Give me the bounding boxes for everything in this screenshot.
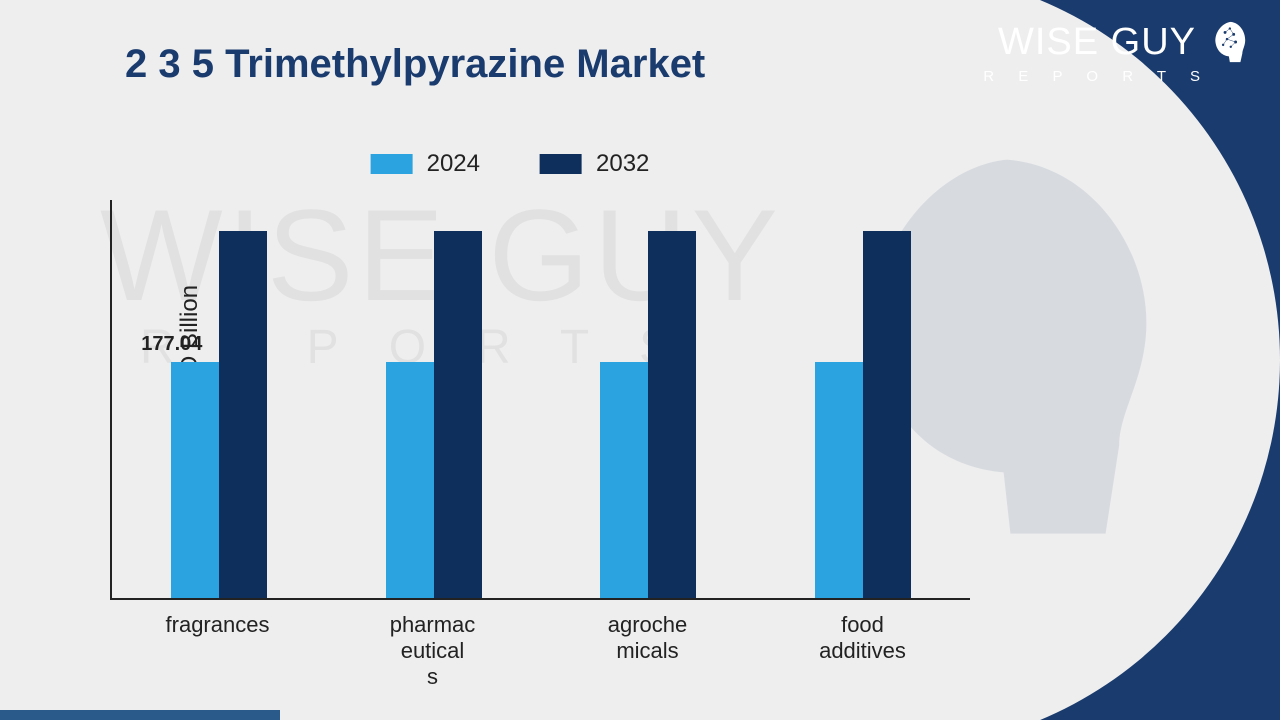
legend-item-2032: 2032: [540, 150, 649, 178]
x-axis-label: pharmac eutical s: [363, 604, 503, 700]
bar: [863, 231, 911, 598]
bar: [219, 231, 267, 598]
bar: [600, 362, 648, 598]
legend-swatch: [540, 154, 582, 174]
bar: [386, 362, 434, 598]
bottom-accent-bar: [0, 710, 280, 720]
plot-area: 177.04: [110, 200, 970, 600]
chart: Market Size in USD Billion 2024 2032 177…: [50, 150, 970, 700]
brand-text: WISE GUY: [998, 23, 1196, 61]
x-axis-label: food additives: [793, 604, 933, 700]
legend-label: 2024: [427, 150, 480, 178]
bar-groups: 177.04: [112, 200, 970, 598]
legend-swatch: [371, 154, 413, 174]
x-axis-label: fragrances: [148, 604, 288, 700]
legend: 2024 2032: [371, 150, 650, 178]
bar-group: [600, 231, 696, 598]
bar-group: 177.04: [171, 231, 267, 598]
right-panel: [970, 0, 1280, 720]
head-icon: [1202, 18, 1250, 66]
page: WISE GUY: [0, 0, 1280, 720]
page-title: 2 3 5 Trimethylpyrazine Market: [125, 42, 705, 87]
legend-label: 2032: [596, 150, 649, 178]
bar: [815, 362, 863, 598]
bar: [434, 231, 482, 598]
x-axis-label: agroche micals: [578, 604, 718, 700]
bar: [648, 231, 696, 598]
brand-logo: WISE GUY: [983, 18, 1250, 85]
bar: [171, 362, 219, 598]
legend-item-2024: 2024: [371, 150, 480, 178]
bar-group: [815, 231, 911, 598]
brand-main-row: WISE GUY: [983, 18, 1250, 66]
x-axis-labels: fragrances pharmac eutical s agroche mical…: [110, 604, 970, 700]
brand-subtext: R E P O R T S: [983, 68, 1210, 85]
bar-value-label: 177.04: [141, 333, 202, 356]
bar-group: [386, 231, 482, 598]
